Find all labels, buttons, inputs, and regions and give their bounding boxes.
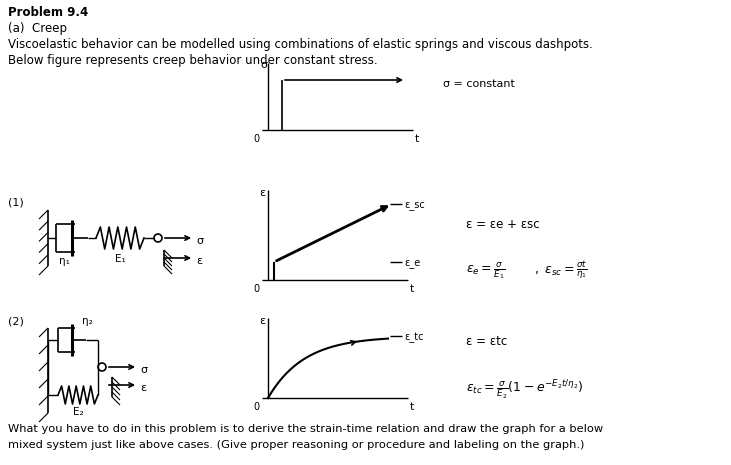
Text: $\varepsilon_e = \frac{\sigma}{E_1}$: $\varepsilon_e = \frac{\sigma}{E_1}$ bbox=[466, 260, 506, 281]
Text: What you have to do in this problem is to derive the strain-time relation and dr: What you have to do in this problem is t… bbox=[8, 424, 603, 434]
Text: E₂: E₂ bbox=[72, 407, 83, 417]
Text: Below figure represents creep behavior under constant stress.: Below figure represents creep behavior u… bbox=[8, 54, 378, 67]
Text: ε = εtc: ε = εtc bbox=[466, 335, 507, 348]
Text: t: t bbox=[410, 284, 414, 294]
Text: Problem 9.4: Problem 9.4 bbox=[8, 6, 88, 19]
Text: ε: ε bbox=[196, 256, 202, 266]
Text: ε: ε bbox=[140, 383, 146, 393]
Text: t: t bbox=[410, 402, 414, 412]
Text: ε: ε bbox=[259, 188, 265, 198]
Text: ε_tc: ε_tc bbox=[404, 332, 423, 343]
Text: ε_sc: ε_sc bbox=[404, 200, 425, 210]
Text: η₁: η₁ bbox=[58, 256, 69, 266]
Text: 0: 0 bbox=[253, 284, 259, 294]
Text: σ: σ bbox=[140, 365, 147, 375]
Text: $\varepsilon_{tc} = \frac{\sigma}{E_2}\left(1 - e^{-E_2 t/\eta_2}\right)$: $\varepsilon_{tc} = \frac{\sigma}{E_2}\l… bbox=[466, 378, 583, 401]
Text: σ: σ bbox=[196, 236, 203, 246]
Text: σ = constant: σ = constant bbox=[443, 79, 515, 89]
Text: η₂: η₂ bbox=[82, 316, 93, 326]
Text: (a)  Creep: (a) Creep bbox=[8, 22, 67, 35]
Text: ε: ε bbox=[259, 316, 265, 326]
Text: ε = εe + εsc: ε = εe + εsc bbox=[466, 218, 539, 231]
Text: Viscoelastic behavior can be modelled using combinations of elastic springs and : Viscoelastic behavior can be modelled us… bbox=[8, 38, 593, 51]
Text: $,\ \varepsilon_{sc} = \frac{\sigma t}{\eta_1}$: $,\ \varepsilon_{sc} = \frac{\sigma t}{\… bbox=[534, 260, 588, 281]
Text: t: t bbox=[415, 134, 420, 144]
Text: 0: 0 bbox=[253, 402, 259, 412]
Text: (2): (2) bbox=[8, 316, 24, 326]
Text: E₁: E₁ bbox=[115, 254, 126, 264]
Text: σ: σ bbox=[260, 60, 268, 70]
Text: 0: 0 bbox=[253, 134, 259, 144]
Text: (1): (1) bbox=[8, 197, 23, 207]
Text: ε_e: ε_e bbox=[404, 258, 420, 268]
Text: mixed system just like above cases. (Give proper reasoning or procedure and labe: mixed system just like above cases. (Giv… bbox=[8, 440, 584, 450]
